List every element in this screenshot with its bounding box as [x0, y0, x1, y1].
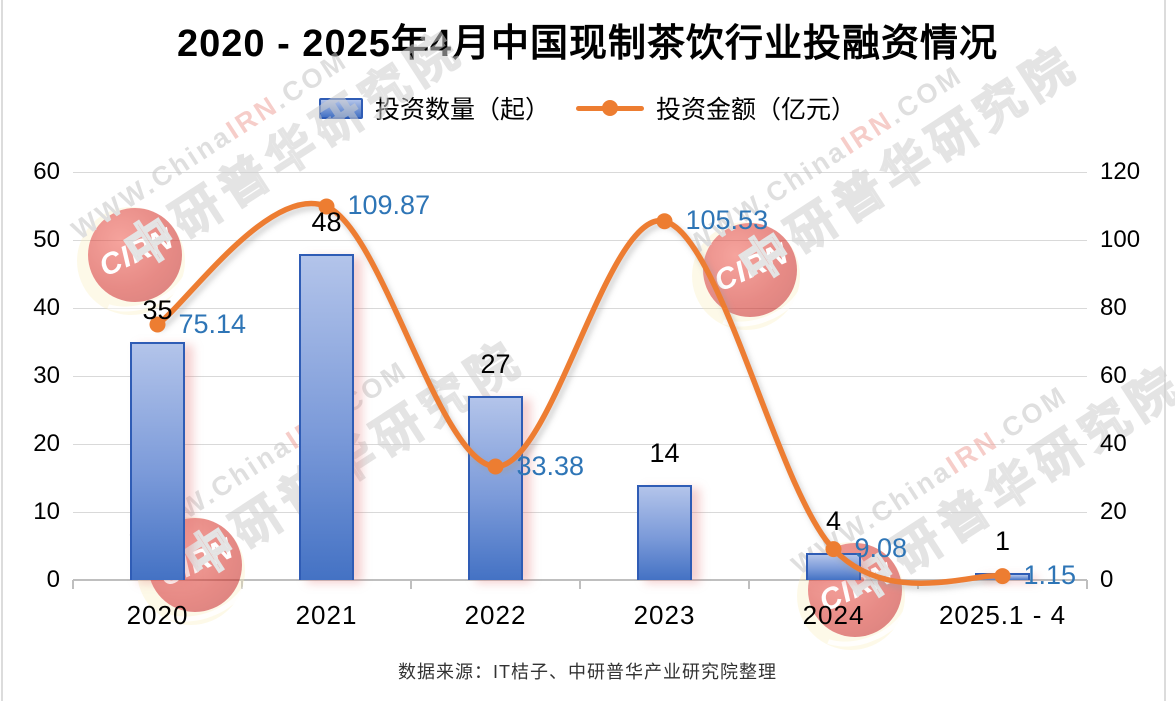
chart-legend: 投资数量（起） 投资金额（亿元） — [0, 90, 1175, 126]
x-axis-tick — [1086, 580, 1088, 589]
watermark-url: WWW.ChinaIRN.COM — [66, 44, 354, 246]
x-axis-tick — [748, 580, 750, 589]
left-axis-tick-label: 0 — [46, 566, 60, 593]
line-value-label: 9.08 — [854, 533, 908, 564]
x-axis-tick — [579, 580, 581, 589]
right-axis-tick-label: 60 — [1100, 362, 1127, 389]
gridline — [73, 171, 1087, 173]
gridline — [73, 511, 1087, 513]
gridline — [73, 443, 1087, 445]
x-axis-tick — [241, 580, 243, 589]
bar-2021 — [299, 253, 354, 580]
left-axis-tick-label: 10 — [33, 498, 60, 525]
line-value-label: 33.38 — [516, 450, 585, 481]
left-axis-tick-label: 50 — [33, 226, 60, 253]
right-axis-tick-label: 0 — [1100, 566, 1114, 593]
line-value-label: 109.87 — [347, 190, 431, 221]
data-source-note: 数据来源：IT桔子、中研普华产业研究院整理 — [398, 662, 777, 682]
bar-series-swatch-icon — [318, 97, 363, 119]
bar-value-label: 27 — [480, 349, 511, 380]
watermark-tile: CIRN WWW.ChinaIRN.COM 中研普华研究院 — [66, 20, 475, 302]
bar-2022 — [468, 396, 523, 580]
right-axis-tick-label: 80 — [1100, 294, 1127, 321]
x-axis-category-label: 2024 — [802, 600, 865, 630]
bar-value-label: 35 — [142, 295, 173, 325]
x-axis-category-label: 2021 — [295, 600, 358, 630]
line-value-label: 75.14 — [178, 308, 247, 339]
chart-title: 2020 - 2025年4月中国现制茶饮行业投融资情况 — [177, 23, 998, 65]
left-axis-tick-label: 30 — [33, 362, 60, 389]
x-axis-category-label: 2025.1 - 4 — [938, 600, 1067, 630]
watermark-url: WWW.ChinaIRN.COM — [786, 379, 1074, 581]
x-axis-category-label: 2020 — [126, 600, 189, 630]
bar-value-label: 1 — [994, 526, 1011, 557]
bar-value-label: 48 — [311, 206, 342, 237]
gridline — [73, 375, 1087, 377]
legend-item-bar-series: 投资数量（起） — [318, 90, 550, 126]
left-axis-tick-label: 20 — [33, 430, 60, 457]
bar-2024 — [806, 552, 861, 580]
bar-value-label: 4 — [825, 505, 842, 536]
left-axis-tick-label: 60 — [33, 158, 60, 185]
left-axis-tick-label: 40 — [33, 294, 60, 321]
legend-line-label: 投资金额（亿元） — [656, 96, 857, 124]
legend-item-line-series: 投资金额（亿元） — [576, 90, 856, 126]
right-axis-tick-label: 20 — [1100, 498, 1127, 525]
cirn-logo-icon: CIRN — [88, 208, 182, 302]
bar-2025.1 - 4 — [975, 573, 1030, 580]
line-series-path — [154, 200, 1006, 587]
x-axis-tick — [917, 580, 919, 589]
x-axis-category-label: 2023 — [633, 600, 696, 630]
line-data-point — [656, 213, 673, 230]
bar-2020 — [130, 342, 185, 580]
chart-border-left — [1, 0, 3, 701]
right-axis-tick-label: 120 — [1100, 158, 1141, 185]
x-axis-category-label: 2022 — [464, 600, 527, 630]
line-value-label: 1.15 — [1023, 559, 1077, 590]
chart-border-right — [1164, 0, 1166, 701]
right-axis-tick-label: 100 — [1100, 226, 1141, 253]
right-axis-tick-label: 40 — [1100, 430, 1127, 457]
bar-value-label: 14 — [649, 437, 680, 468]
gridline — [73, 239, 1087, 241]
line-value-label: 105.53 — [685, 205, 769, 236]
line-series-swatch-icon — [576, 97, 644, 119]
watermark-tile: CIRN WWW.ChinaIRN.COM 中研普华研究院 — [681, 35, 1090, 317]
cirn-logo-icon: CIRN — [703, 223, 797, 317]
bar-2023 — [637, 484, 692, 580]
x-axis-tick — [410, 580, 412, 589]
legend-bar-label: 投资数量（起） — [374, 96, 550, 124]
x-axis-tick — [72, 580, 74, 589]
